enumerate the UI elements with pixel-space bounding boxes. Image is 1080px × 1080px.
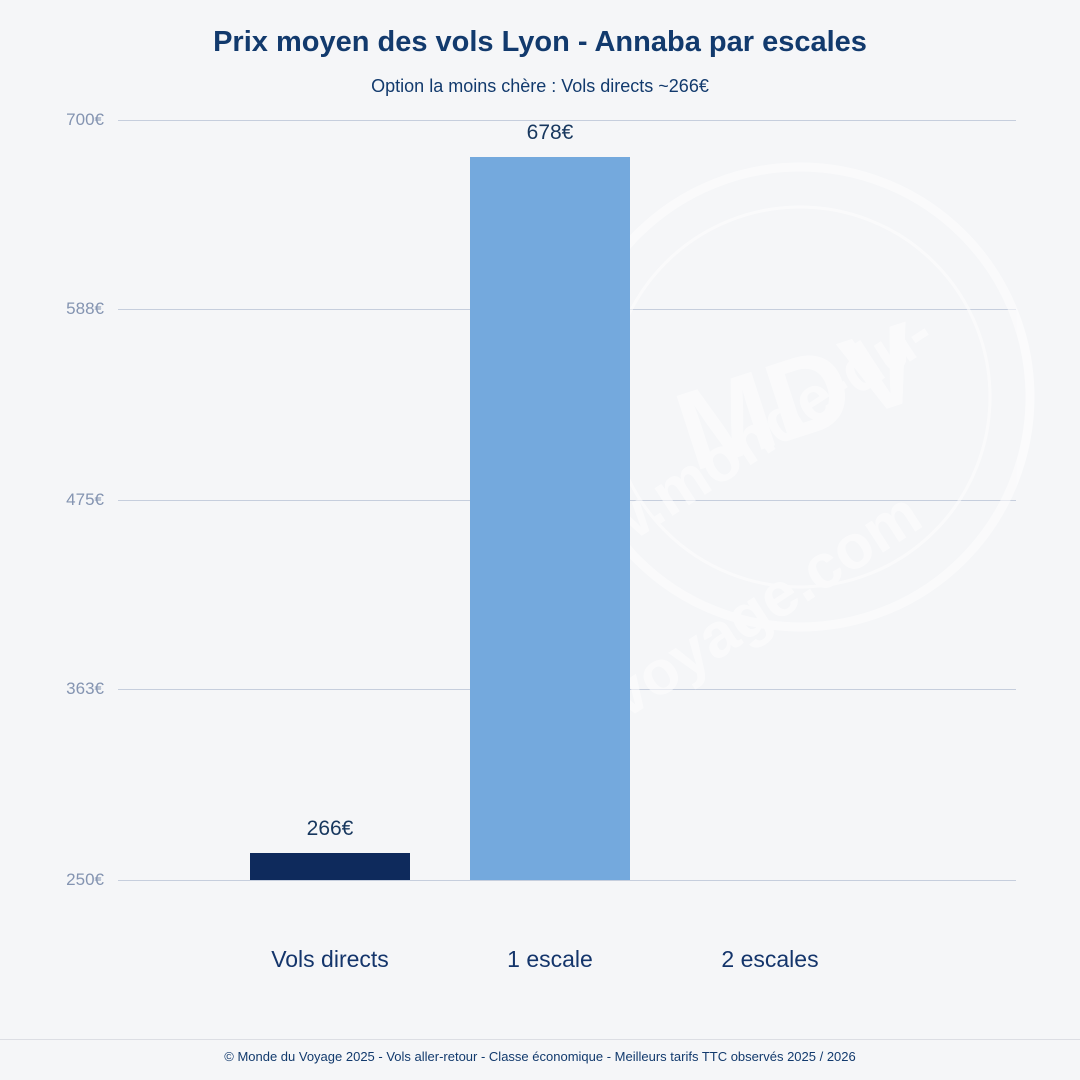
y-axis-tick-label: 588€ (66, 299, 104, 319)
bar-value-label: 266€ (306, 816, 354, 840)
x-axis-category-label: 2 escales (721, 946, 819, 972)
bars-layer: 266€ 678€ (118, 120, 1016, 880)
y-axis-tick-label: 475€ (66, 490, 104, 509)
plot-area: 266€ 678€ (118, 120, 1016, 881)
chart-title: Prix moyen des vols Lyon - Annaba par es… (213, 26, 867, 58)
x-axis-category-label: Vols directs (271, 946, 389, 972)
y-axis-tick-label: 250€ (66, 870, 104, 889)
y-axis-tick-label: 363€ (66, 679, 104, 699)
bar-value-label: 678€ (526, 121, 574, 145)
x-axis-category-label: 1 escale (507, 946, 593, 972)
gridline (118, 880, 1016, 881)
footer-text: © Monde du Voyage 2025 - Vols aller-reto… (224, 1049, 856, 1064)
chart-subtitle: Option la moins chère : Vols directs ~26… (371, 76, 709, 96)
bar-vols-directs (250, 852, 410, 880)
footer-divider (0, 1039, 1080, 1040)
bar-1-escale (470, 157, 630, 880)
y-axis-tick-label: 700€ (66, 110, 104, 129)
gridline (118, 120, 1016, 121)
